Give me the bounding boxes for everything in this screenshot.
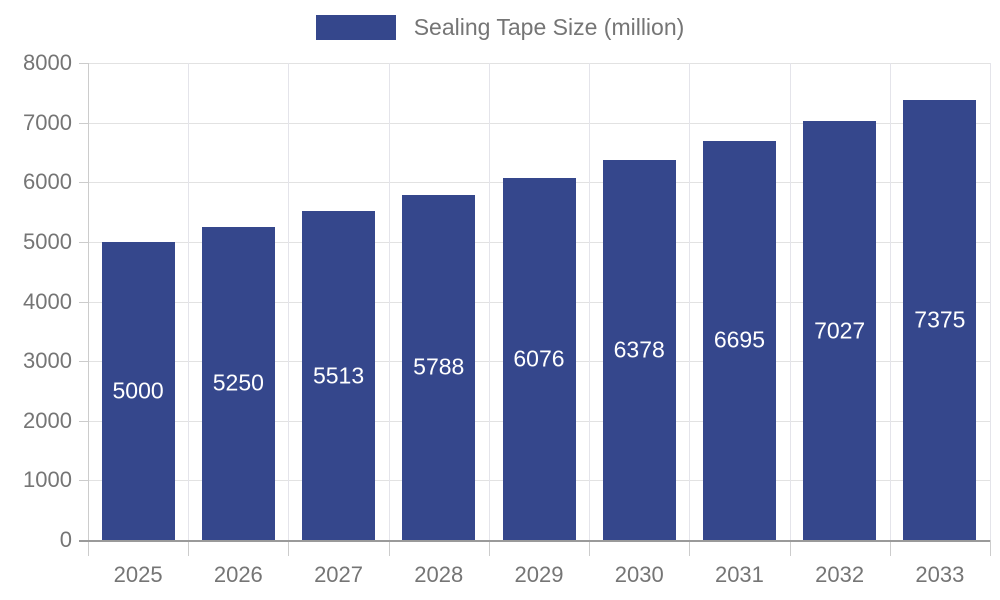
x-tick-mark xyxy=(689,540,691,556)
x-gridline xyxy=(789,63,791,540)
y-gridline xyxy=(88,63,990,64)
x-tick-mark xyxy=(388,540,390,556)
y-tick-mark xyxy=(79,182,88,184)
x-tick-mark xyxy=(488,540,490,556)
bar-2025 xyxy=(101,241,175,540)
y-tick-label: 5000 xyxy=(23,228,72,254)
bar-2026 xyxy=(201,226,275,540)
bar-2033 xyxy=(903,100,977,540)
y-tick-mark xyxy=(79,301,88,303)
bar-value-label: 5788 xyxy=(413,353,465,380)
x-tick-mark xyxy=(889,540,891,556)
bar-value-label: 7027 xyxy=(814,317,866,343)
bar-value-label: 6076 xyxy=(513,345,565,372)
y-tick-label: 4000 xyxy=(23,288,72,314)
y-axis-line xyxy=(88,63,89,556)
y-tick-label: 1000 xyxy=(23,467,72,493)
x-gridline xyxy=(990,63,991,540)
x-tick-label: 2026 xyxy=(213,562,263,587)
x-tick-label: 2033 xyxy=(915,562,965,587)
x-gridline xyxy=(689,63,691,540)
y-tick-label: 7000 xyxy=(23,109,72,135)
x-tick-mark xyxy=(990,540,991,556)
x-gridline xyxy=(589,63,591,540)
x-gridline xyxy=(488,63,490,540)
bar-2032 xyxy=(803,121,877,540)
bar-value-label: 7375 xyxy=(914,306,966,333)
bar-value-label: 5513 xyxy=(312,362,365,389)
y-tick-mark xyxy=(79,420,88,422)
y-tick-mark xyxy=(79,480,88,482)
bar-value-label: 6378 xyxy=(613,336,665,363)
y-gridline xyxy=(88,122,990,124)
chart-legend: Sealing Tape Size (million) xyxy=(0,14,1000,41)
y-tick-label: 2000 xyxy=(23,407,72,433)
x-tick-mark xyxy=(188,540,190,556)
bar-value-label: 5000 xyxy=(112,377,164,404)
bar-2027 xyxy=(302,211,376,540)
y-tick-mark xyxy=(79,63,88,64)
x-tick-mark xyxy=(589,540,591,556)
bar-2029 xyxy=(502,177,576,540)
bar-value-label: 6695 xyxy=(713,326,766,353)
x-gridline xyxy=(388,63,390,540)
x-tick-label: 2027 xyxy=(314,562,364,587)
y-tick-mark xyxy=(79,122,88,124)
bar-2028 xyxy=(402,194,476,540)
y-tick-label: 6000 xyxy=(23,169,72,195)
legend-swatch xyxy=(315,15,396,40)
y-tick-label: 8000 xyxy=(23,50,72,75)
bar-2030 xyxy=(602,159,676,540)
y-tick-mark xyxy=(79,361,88,363)
x-axis-line xyxy=(79,540,990,542)
x-gridline xyxy=(188,63,190,540)
bar-value-label: 5250 xyxy=(212,369,264,396)
x-tick-label: 2025 xyxy=(113,562,163,587)
x-tick-label: 2028 xyxy=(414,562,464,587)
x-gridline xyxy=(288,63,290,540)
bar-2031 xyxy=(702,140,776,540)
y-tick-label: 3000 xyxy=(23,348,72,374)
x-tick-label: 2032 xyxy=(815,562,865,587)
y-tick-mark xyxy=(79,241,88,243)
y-tick-label: 0 xyxy=(59,527,72,552)
x-tick-mark xyxy=(288,540,290,556)
x-tick-label: 2030 xyxy=(614,562,664,587)
x-tick-mark xyxy=(789,540,791,556)
x-tick-label: 2029 xyxy=(514,562,564,587)
x-gridline xyxy=(889,63,891,540)
legend-label: Sealing Tape Size (million) xyxy=(413,14,685,40)
x-tick-label: 2031 xyxy=(714,562,764,587)
